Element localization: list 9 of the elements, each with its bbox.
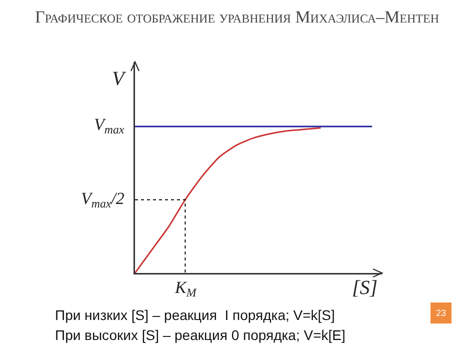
text: 23 (436, 308, 446, 318)
y-axis-title: V (112, 68, 127, 90)
ref-line-label: V$_{max}$ (94, 115, 125, 137)
ref-line-label: V$_{max}$/2 (81, 189, 125, 211)
text: При высоких [S] – реакция 0 порядка; V=k[E] (55, 327, 346, 343)
x-axis-title: [S] (352, 277, 378, 299)
text: При низких [S] – реакция I порядка; V=k[S] (55, 307, 335, 323)
chart-title: Графическое отображение уравнения Михаэлиса–Ментен (35, 8, 440, 27)
text: K$_{M}$ (174, 278, 198, 300)
